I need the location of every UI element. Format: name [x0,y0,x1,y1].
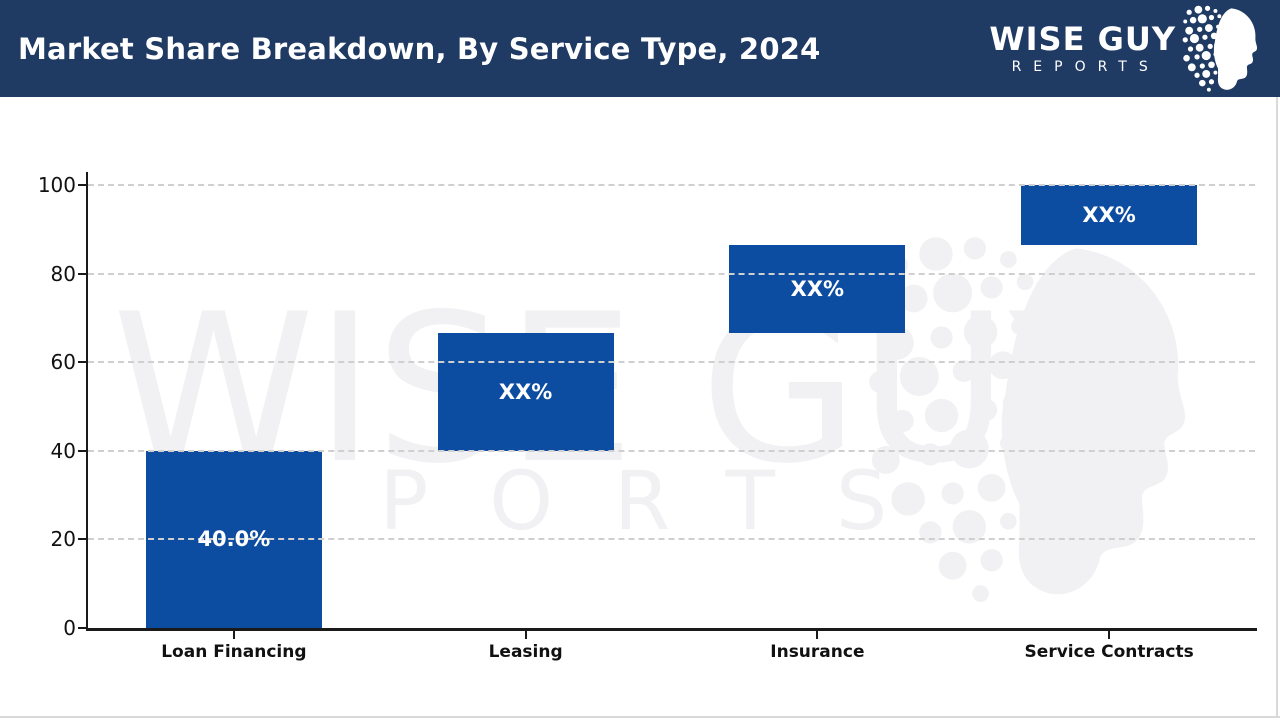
frame-bottom-border [0,716,1280,718]
frame-right-border [1276,97,1278,717]
logo-text: WISE GUY REPORTS [989,22,1176,75]
y-tick-label-80: 80 [50,261,76,286]
bar-value-label: 40.0% [197,527,271,552]
gridline-80 [88,272,1255,275]
y-tick-label-0: 0 [63,616,76,640]
bar-service-contracts [1021,185,1198,245]
gridline-40 [88,449,1255,452]
y-tick-20 [78,538,87,541]
x-category-label: Service Contracts [1024,642,1194,662]
y-axis-line [86,172,88,631]
x-category-label: Leasing [488,642,563,662]
wise-guy-logo: WISE GUY REPORTS [989,3,1262,95]
x-axis-line [86,628,1257,631]
y-tick-label-100: 100 [37,173,76,197]
y-tick-0 [78,627,87,629]
bar-value-label: XX% [1082,202,1136,227]
logo-wordmark: WISE GUY [989,20,1176,58]
x-tick-1 [232,631,235,639]
y-tick-40 [78,449,87,452]
gridline-20 [88,538,1255,541]
x-category-label: Insurance [770,642,865,662]
y-tick-60 [78,361,87,364]
x-tick-2 [524,631,527,639]
header-bar: Market Share Breakdown, By Service Type,… [0,0,1280,97]
plot-area: 40.0% XX% XX% XX% 0 20 40 60 80 100 Loan Financing… [0,97,1280,720]
x-tick-4 [1108,631,1111,639]
y-tick-label-60: 60 [50,350,76,375]
logo-face-icon [1182,5,1258,92]
chart-title: Market Share Breakdown, By Service Type,… [18,31,821,66]
logo-subtitle: REPORTS [1011,59,1160,75]
x-category-label: Loan Financing [161,642,307,662]
y-tick-label-20: 20 [50,527,76,552]
x-tick-3 [816,631,819,639]
bar-leasing [437,332,614,451]
gridline-60 [88,361,1255,364]
bar-value-label: XX% [790,276,845,301]
gridline-100 [88,184,1255,186]
y-tick-100 [78,184,87,186]
y-tick-80 [78,272,87,275]
y-tick-label-40: 40 [50,438,76,463]
bar-value-label: XX% [498,379,553,404]
